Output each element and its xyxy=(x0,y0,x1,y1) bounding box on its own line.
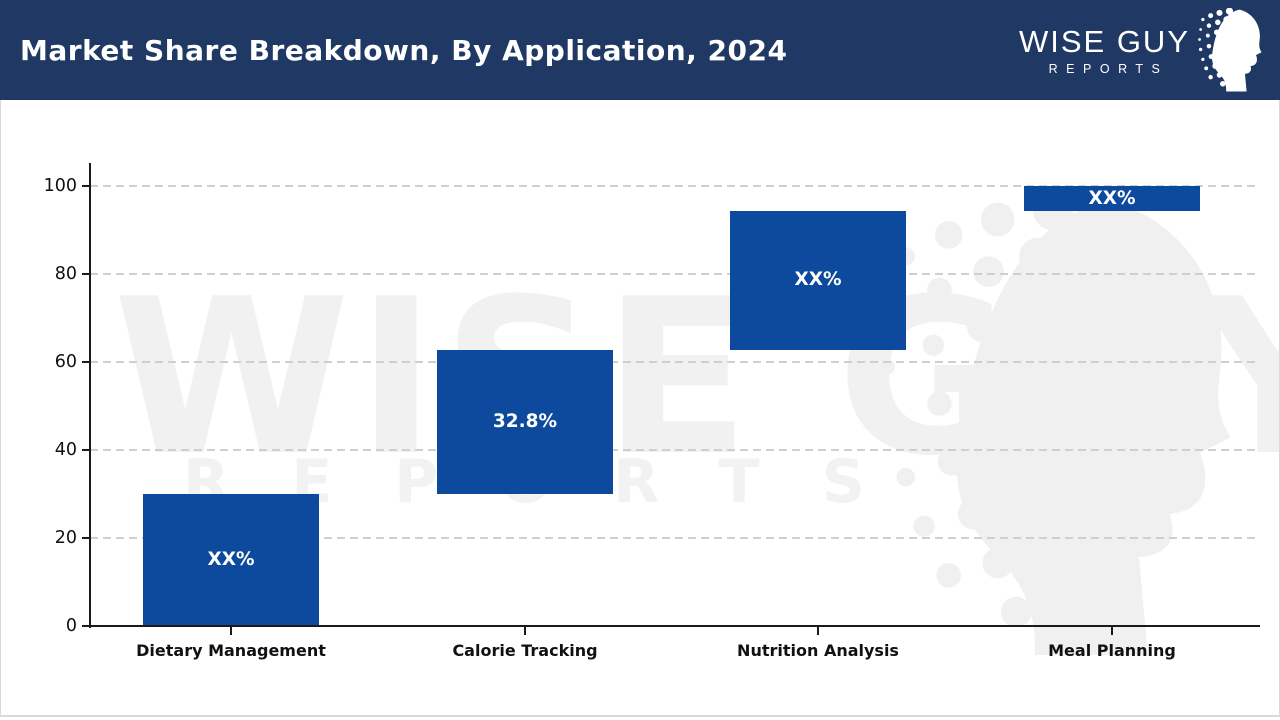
logo-subtext: REPORTS xyxy=(1048,61,1169,76)
gridline xyxy=(90,537,1259,539)
x-tick xyxy=(524,627,526,635)
x-tick xyxy=(230,627,232,635)
bar-value-label: XX% xyxy=(794,269,842,291)
page-title: Market Share Breakdown, By Application, … xyxy=(20,33,788,67)
y-tick-label: 40 xyxy=(54,440,77,460)
gridline xyxy=(90,185,1259,187)
y-tick xyxy=(82,625,90,627)
y-tick-label: 60 xyxy=(54,352,77,372)
y-axis-spine xyxy=(89,163,91,628)
bar-value-label: XX% xyxy=(1088,187,1136,209)
gridline xyxy=(90,273,1259,275)
bar-value-label: XX% xyxy=(207,549,255,570)
y-tick-label: 100 xyxy=(43,176,77,196)
y-tick-label: 20 xyxy=(54,528,77,548)
logo-wordmark-block: WISE GUY REPORTS xyxy=(1018,23,1190,76)
y-tick xyxy=(82,361,90,363)
x-axis-label: Dietary Management xyxy=(136,641,326,660)
gridline xyxy=(90,449,1259,451)
y-tick xyxy=(82,273,90,275)
logo-wordmark: WISE GUY xyxy=(1018,23,1190,59)
x-tick xyxy=(817,627,819,635)
y-tick xyxy=(82,537,90,539)
y-tick-label: 0 xyxy=(65,616,77,636)
x-axis-label: Calorie Tracking xyxy=(452,641,598,660)
bar xyxy=(1024,186,1200,212)
x-axis-label: Nutrition Analysis xyxy=(737,641,899,660)
x-tick xyxy=(1111,627,1113,635)
wiseguy-head-icon xyxy=(1194,8,1266,92)
bar-value-label: 32.8% xyxy=(492,410,558,432)
brand-logo: WISE GUY REPORTS xyxy=(1019,0,1266,100)
header-bar: Market Share Breakdown, By Application, … xyxy=(0,0,1280,100)
bar xyxy=(143,494,319,626)
bar-chart: 0 20 40 60 80 100 Dietary Management Calorie Tr… xyxy=(1,100,1279,715)
gridline xyxy=(90,361,1259,363)
bar xyxy=(437,349,613,494)
y-tick xyxy=(82,185,90,187)
x-axis-label: Meal Planning xyxy=(1048,641,1176,660)
bar xyxy=(730,211,906,350)
y-tick-label: 80 xyxy=(54,264,77,284)
y-tick xyxy=(82,449,90,451)
x-axis-spine xyxy=(89,625,1260,627)
